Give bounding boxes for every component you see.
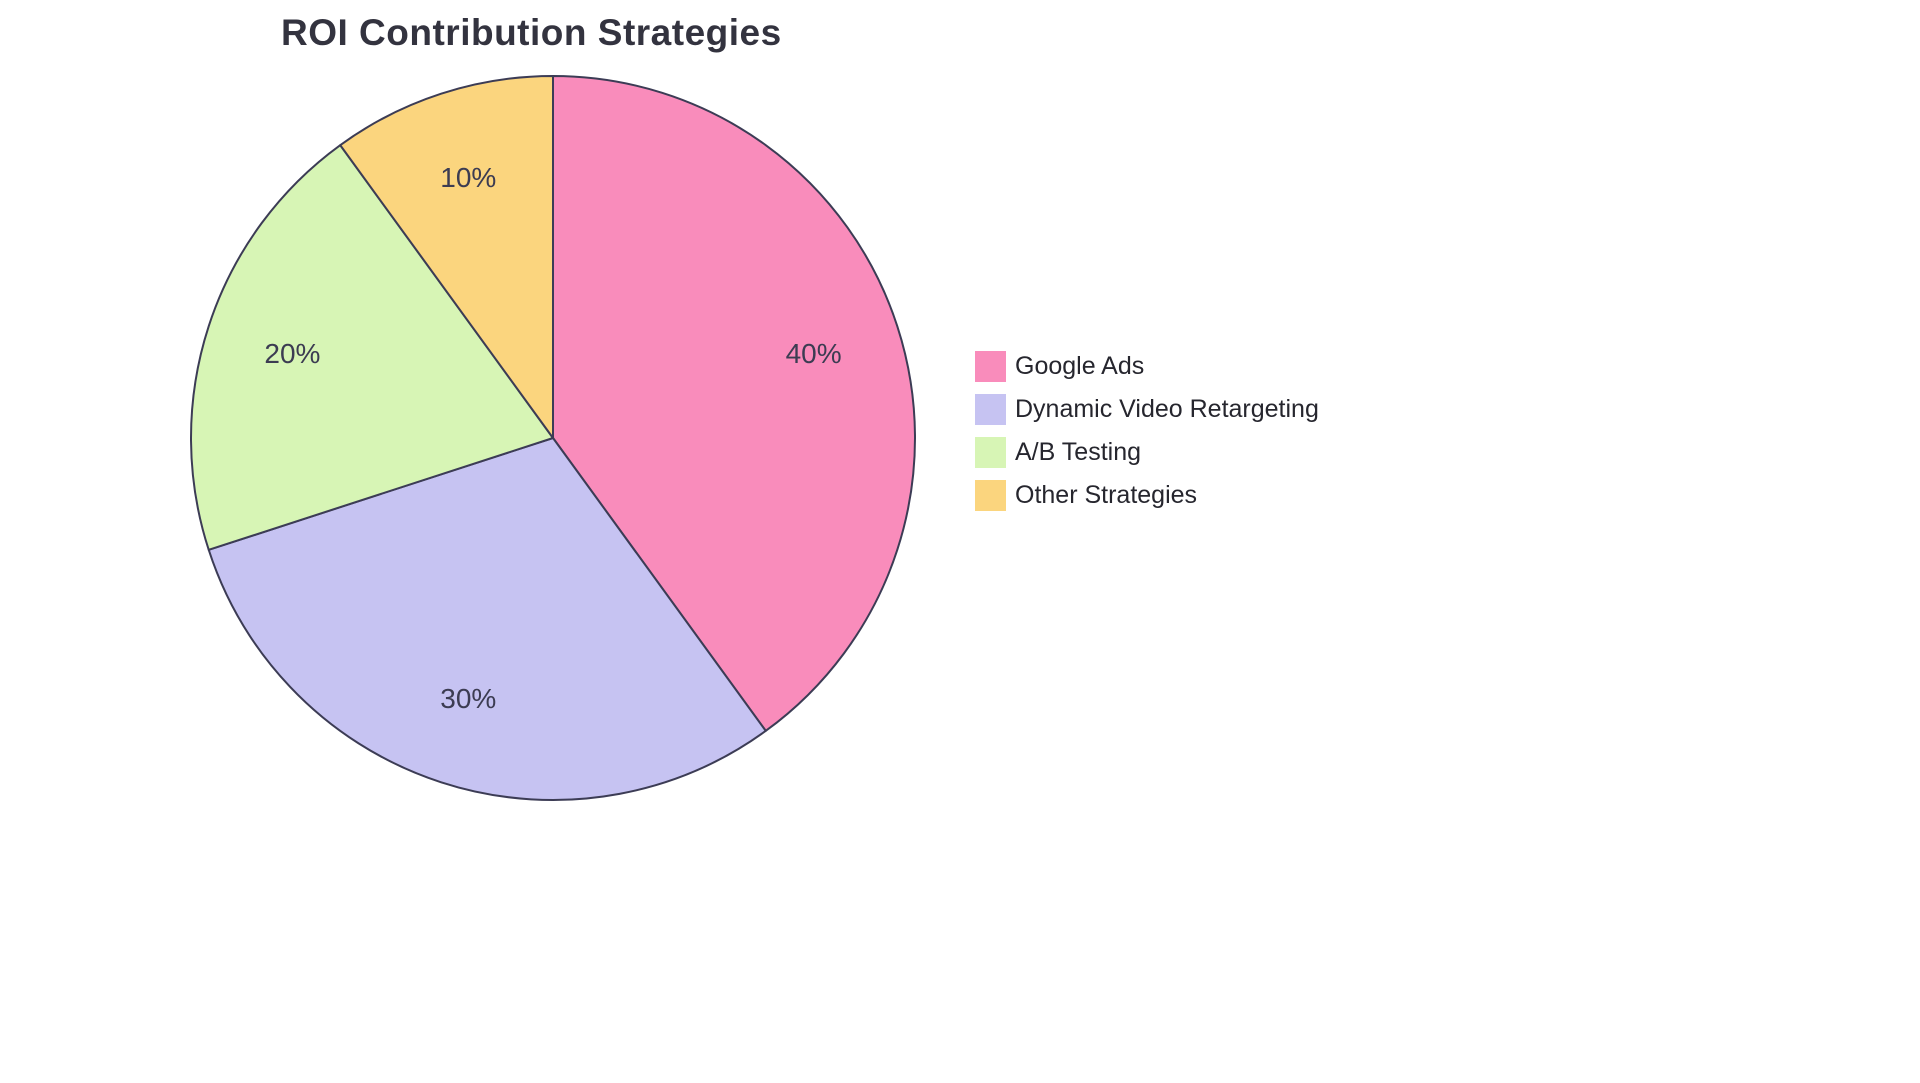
legend-item-other-strategies: Other Strategies: [975, 480, 1319, 511]
chart-title: ROI Contribution Strategies: [281, 12, 782, 53]
slice-percentage-label-a-b-testing: 20%: [264, 338, 320, 369]
legend-swatch-google-ads: [975, 351, 1006, 382]
pie-slice-google-ads: [552, 75, 916, 732]
slice-percentage-label-google-ads: 40%: [786, 338, 842, 369]
legend-label-google-ads: Google Ads: [1015, 352, 1145, 380]
slice-percentage-label-other-strategies: 10%: [440, 162, 496, 193]
legend-item-google-ads: Google Ads: [975, 351, 1319, 382]
legend-label-other-strategies: Other Strategies: [1015, 481, 1198, 509]
pie-slice-dynamic-video-retargeting: [207, 437, 767, 801]
legend-label-a-b-testing: A/B Testing: [1015, 438, 1142, 466]
chart-legend: Google Ads Dynamic Video Retargeting A/B T…: [975, 351, 1319, 523]
legend-swatch-other-strategies: [975, 480, 1006, 511]
legend-item-a-b-testing: A/B Testing: [975, 437, 1319, 468]
legend-label-dynamic-video-retargeting: Dynamic Video Retargeting: [1015, 395, 1319, 423]
legend-item-dynamic-video-retargeting: Dynamic Video Retargeting: [975, 394, 1319, 425]
pie-slice-other-strategies: [339, 75, 554, 439]
pie-slice-a-b-testing: [190, 144, 554, 551]
slice-percentage-label-dynamic-video-retargeting: 30%: [440, 683, 496, 714]
legend-swatch-a-b-testing: [975, 437, 1006, 468]
legend-swatch-dynamic-video-retargeting: [975, 394, 1006, 425]
